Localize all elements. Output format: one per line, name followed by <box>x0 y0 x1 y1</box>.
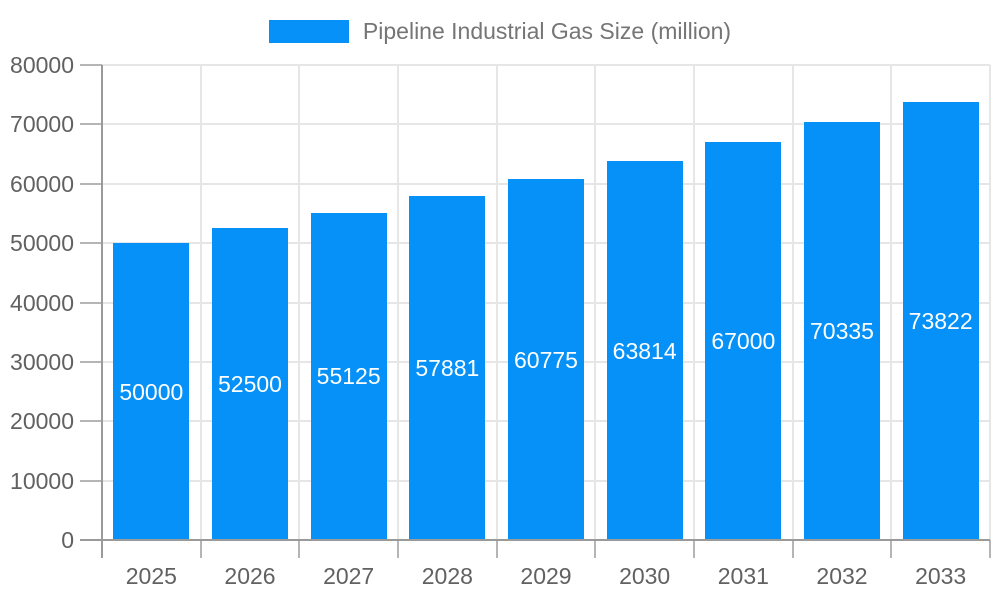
gridline-vertical <box>989 65 991 540</box>
y-axis-tick <box>80 64 102 66</box>
x-axis-label: 2030 <box>619 563 671 589</box>
x-axis-tick <box>298 540 301 558</box>
x-axis-label: 2027 <box>323 563 375 589</box>
x-axis-label: 2032 <box>816 563 868 589</box>
x-axis-tick <box>791 540 794 558</box>
gridline-vertical <box>594 65 597 540</box>
x-axis-label: 2031 <box>717 563 769 589</box>
x-axis-label: 2025 <box>125 563 177 589</box>
bar-2029[interactable] <box>508 179 584 540</box>
bar-2025[interactable] <box>113 243 190 540</box>
legend-swatch <box>268 19 349 43</box>
x-axis-tick <box>594 540 597 558</box>
x-axis-label: 2028 <box>421 563 473 589</box>
legend-item-pipeline-industrial-gas-size[interactable]: Pipeline Industrial Gas Size (million) <box>268 17 732 45</box>
bar-value-label: 67000 <box>711 328 776 355</box>
x-axis-line <box>80 539 990 541</box>
bar-value-label: 52500 <box>218 371 282 398</box>
y-axis-tick <box>80 420 102 423</box>
bar-2027[interactable] <box>310 212 387 540</box>
y-axis-tick <box>80 242 102 245</box>
bar-value-label: 70335 <box>810 318 874 345</box>
gridline-vertical <box>397 65 399 540</box>
y-axis-label: 0 <box>61 527 74 553</box>
gridline-vertical <box>693 65 695 540</box>
bar-value-label: 50000 <box>119 378 184 405</box>
bar-2032[interactable] <box>804 122 880 540</box>
y-axis-tick <box>80 360 102 363</box>
y-axis-tick <box>80 123 102 126</box>
gridline-horizontal <box>102 64 990 66</box>
gridline-vertical <box>298 65 301 540</box>
x-axis-tick <box>199 540 202 558</box>
gridline-vertical <box>199 65 202 540</box>
bar-value-label: 73822 <box>908 307 973 334</box>
y-axis-tick <box>80 301 102 304</box>
y-axis-label: 50000 <box>10 230 74 257</box>
bar-2033[interactable] <box>902 101 979 540</box>
x-axis-label: 2029 <box>520 563 572 589</box>
bar-2026[interactable] <box>212 228 288 540</box>
x-axis-tick <box>989 540 991 558</box>
gridline-vertical <box>890 65 893 540</box>
y-axis-tick <box>80 479 102 482</box>
y-axis-tick <box>80 182 102 185</box>
bar-value-label: 55125 <box>316 363 381 390</box>
y-axis-line <box>101 65 103 558</box>
gridline-horizontal <box>102 123 990 126</box>
y-axis-label: 10000 <box>10 467 74 494</box>
bar-value-label: 63814 <box>612 337 677 364</box>
y-axis-label: 70000 <box>10 111 74 138</box>
x-axis-tick <box>693 540 695 558</box>
legend: Pipeline Industrial Gas Size (million) <box>0 17 1000 45</box>
bar-2028[interactable] <box>409 196 486 540</box>
x-axis-tick <box>397 540 399 558</box>
y-axis-label: 60000 <box>10 170 74 197</box>
bar-value-label: 57881 <box>415 355 480 382</box>
x-axis-tick <box>495 540 498 558</box>
x-axis-label: 2026 <box>224 563 276 589</box>
gridline-vertical <box>495 65 498 540</box>
y-axis-label: 30000 <box>10 348 74 375</box>
bar-2030[interactable] <box>606 161 683 540</box>
y-axis-label: 40000 <box>10 289 74 316</box>
y-axis-label: 20000 <box>10 408 74 435</box>
y-axis-label: 80000 <box>10 52 74 78</box>
bar-value-label: 60775 <box>514 346 578 373</box>
x-axis-tick <box>890 540 893 558</box>
legend-label: Pipeline Industrial Gas Size (million) <box>362 18 732 44</box>
gridline-vertical <box>791 65 794 540</box>
x-axis-label: 2033 <box>915 563 967 589</box>
bar-2031[interactable] <box>705 142 782 540</box>
